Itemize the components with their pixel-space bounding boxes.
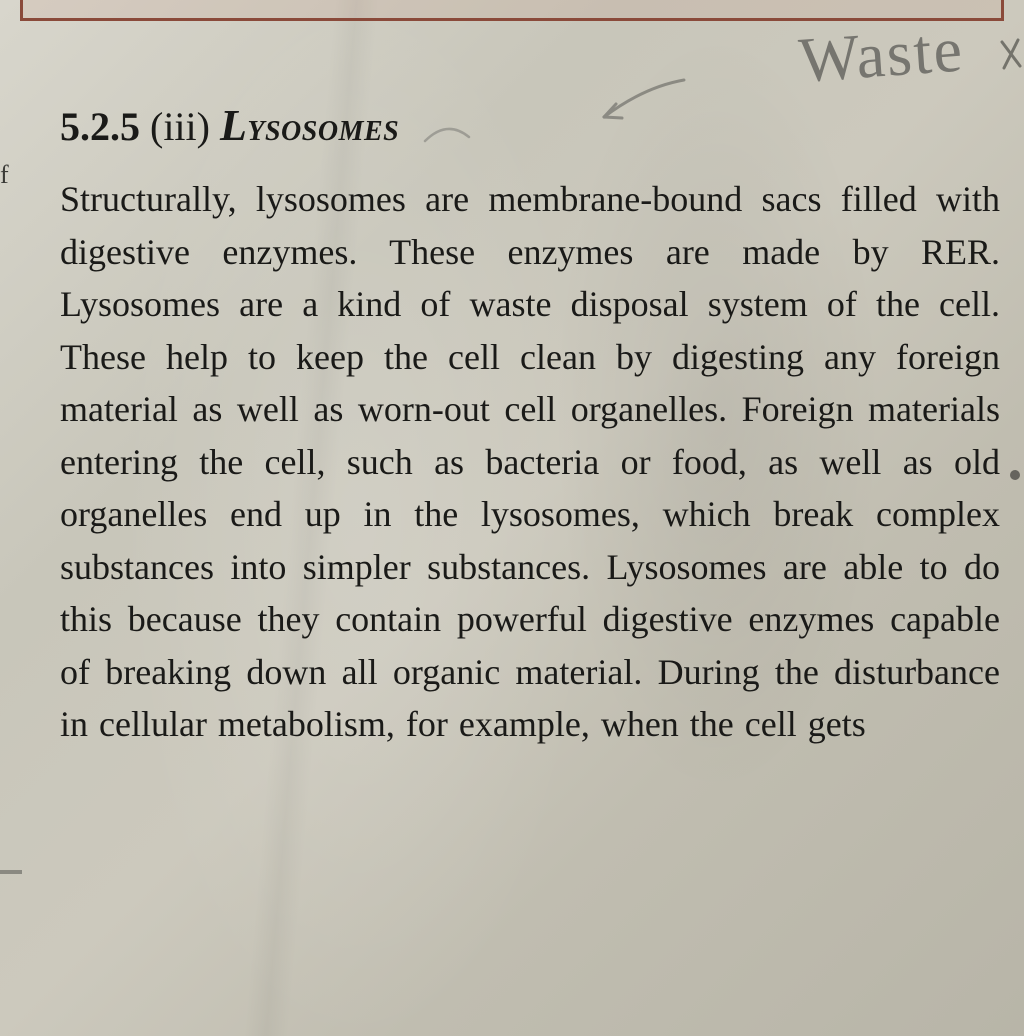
left-margin-letter: f (0, 160, 9, 190)
section-heading: 5.2.5 (iii) Lysosomes (60, 100, 1000, 151)
handwritten-annotation: Waste (797, 12, 967, 97)
right-edge-mark (1010, 470, 1020, 480)
pencil-bracket-icon (423, 117, 471, 145)
section-number: 5.2.5 (60, 104, 140, 149)
section-title-first-char: L (220, 101, 247, 150)
body-paragraph: Structurally, lysosomes are membrane-bou… (60, 173, 1000, 751)
corner-x-mark-icon (998, 36, 1024, 76)
section-roman: (iii) (150, 104, 210, 149)
content-block: 5.2.5 (iii) Lysosomes Structurally, lyso… (60, 100, 1000, 751)
top-box-border (20, 0, 1004, 21)
left-edge-dash (0, 870, 22, 874)
textbook-page: f Waste 5.2.5 (iii) Lysosomes Structural… (0, 0, 1024, 1036)
section-title: Lysosomes (220, 104, 399, 149)
section-title-rest: ysosomes (247, 104, 399, 149)
